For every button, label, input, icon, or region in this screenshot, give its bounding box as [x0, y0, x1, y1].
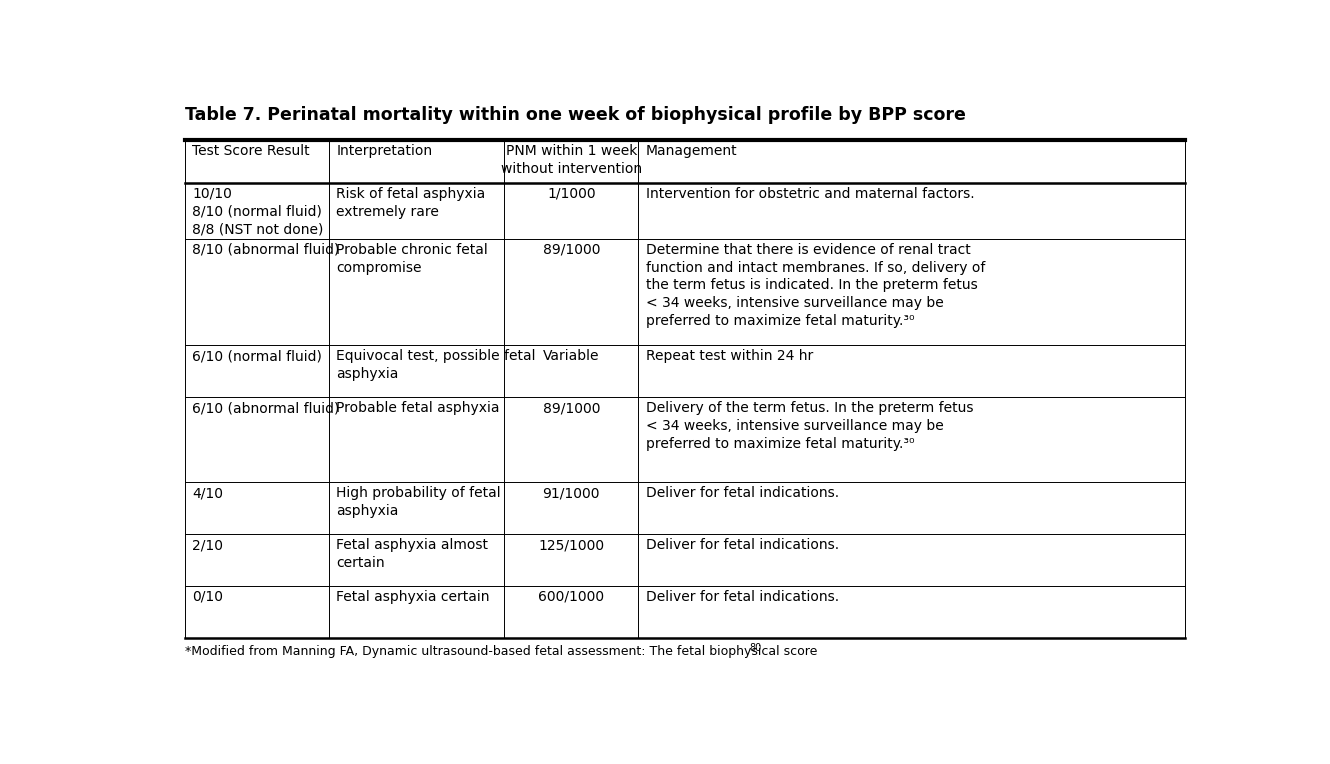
- Text: Probable fetal asphyxia: Probable fetal asphyxia: [336, 401, 500, 415]
- Text: 600/1000: 600/1000: [539, 590, 604, 604]
- Text: 89/1000: 89/1000: [543, 243, 600, 257]
- Text: 125/1000: 125/1000: [539, 538, 604, 552]
- Text: 80: 80: [750, 643, 762, 653]
- Text: 6/10 (normal fluid): 6/10 (normal fluid): [192, 349, 322, 364]
- Text: High probability of fetal
asphyxia: High probability of fetal asphyxia: [336, 487, 501, 518]
- Text: 89/1000: 89/1000: [543, 401, 600, 415]
- Text: 4/10: 4/10: [192, 487, 223, 500]
- Text: Determine that there is evidence of renal tract
function and intact membranes. I: Determine that there is evidence of rena…: [645, 243, 986, 328]
- Text: Table 7. Perinatal mortality within one week of biophysical profile by BPP score: Table 7. Perinatal mortality within one …: [185, 106, 966, 125]
- Text: Probable chronic fetal
compromise: Probable chronic fetal compromise: [336, 243, 488, 274]
- Text: Interpretation: Interpretation: [336, 144, 432, 158]
- Text: Variable: Variable: [543, 349, 600, 364]
- Text: 6/10 (abnormal fluid): 6/10 (abnormal fluid): [192, 401, 339, 415]
- Text: Intervention for obstetric and maternal factors.: Intervention for obstetric and maternal …: [645, 186, 974, 201]
- Text: 91/1000: 91/1000: [543, 487, 600, 500]
- Text: Repeat test within 24 hr: Repeat test within 24 hr: [645, 349, 813, 364]
- Text: Fetal asphyxia certain: Fetal asphyxia certain: [336, 590, 489, 604]
- Text: Equivocal test, possible fetal
asphyxia: Equivocal test, possible fetal asphyxia: [336, 349, 536, 381]
- Text: 10/10
8/10 (normal fluid)
8/8 (NST not done): 10/10 8/10 (normal fluid) 8/8 (NST not d…: [192, 186, 323, 236]
- Text: Test Score Result: Test Score Result: [192, 144, 310, 158]
- Text: *Modified from Manning FA, Dynamic ultrasound-based fetal assessment: The fetal : *Modified from Manning FA, Dynamic ultra…: [185, 646, 817, 659]
- Text: Fetal asphyxia almost
certain: Fetal asphyxia almost certain: [336, 538, 488, 570]
- Text: Deliver for fetal indications.: Deliver for fetal indications.: [645, 487, 839, 500]
- Text: 8/10 (abnormal fluid): 8/10 (abnormal fluid): [192, 243, 339, 257]
- Text: Risk of fetal asphyxia
extremely rare: Risk of fetal asphyxia extremely rare: [336, 186, 485, 219]
- Text: Deliver for fetal indications.: Deliver for fetal indications.: [645, 590, 839, 604]
- Text: Management: Management: [645, 144, 737, 158]
- Text: Delivery of the term fetus. In the preterm fetus
< 34 weeks, intensive surveilla: Delivery of the term fetus. In the prete…: [645, 401, 974, 451]
- Text: PNM within 1 week
without intervention: PNM within 1 week without intervention: [501, 144, 642, 176]
- Text: 1/1000: 1/1000: [547, 186, 596, 201]
- Text: 0/10: 0/10: [192, 590, 223, 604]
- Text: 2/10: 2/10: [192, 538, 223, 552]
- Text: Deliver for fetal indications.: Deliver for fetal indications.: [645, 538, 839, 552]
